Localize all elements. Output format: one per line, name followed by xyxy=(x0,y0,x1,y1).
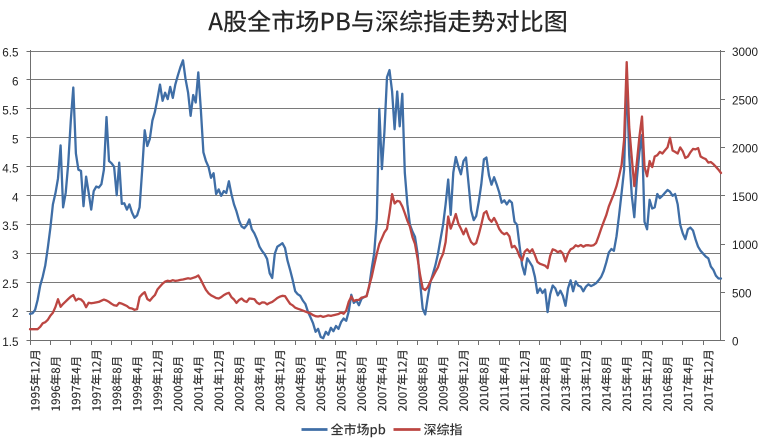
svg-text:5: 5 xyxy=(12,133,19,146)
svg-text:6.5: 6.5 xyxy=(2,47,19,60)
svg-text:5.5: 5.5 xyxy=(2,104,19,117)
svg-text:2: 2 xyxy=(12,307,19,320)
svg-text:3.5: 3.5 xyxy=(2,220,19,233)
svg-text:1.5: 1.5 xyxy=(2,336,19,349)
svg-text:2500: 2500 xyxy=(732,94,759,107)
svg-text:0: 0 xyxy=(732,336,739,349)
svg-text:3000: 3000 xyxy=(732,46,759,59)
svg-text:2000: 2000 xyxy=(732,143,759,156)
svg-text:4: 4 xyxy=(12,191,19,204)
svg-text:1000: 1000 xyxy=(732,239,759,252)
svg-text:2.5: 2.5 xyxy=(2,278,19,291)
svg-text:1500: 1500 xyxy=(732,191,759,204)
svg-text:500: 500 xyxy=(732,287,752,300)
svg-text:3: 3 xyxy=(12,249,19,262)
svg-text:4.5: 4.5 xyxy=(2,162,19,175)
svg-text:6: 6 xyxy=(12,75,19,88)
